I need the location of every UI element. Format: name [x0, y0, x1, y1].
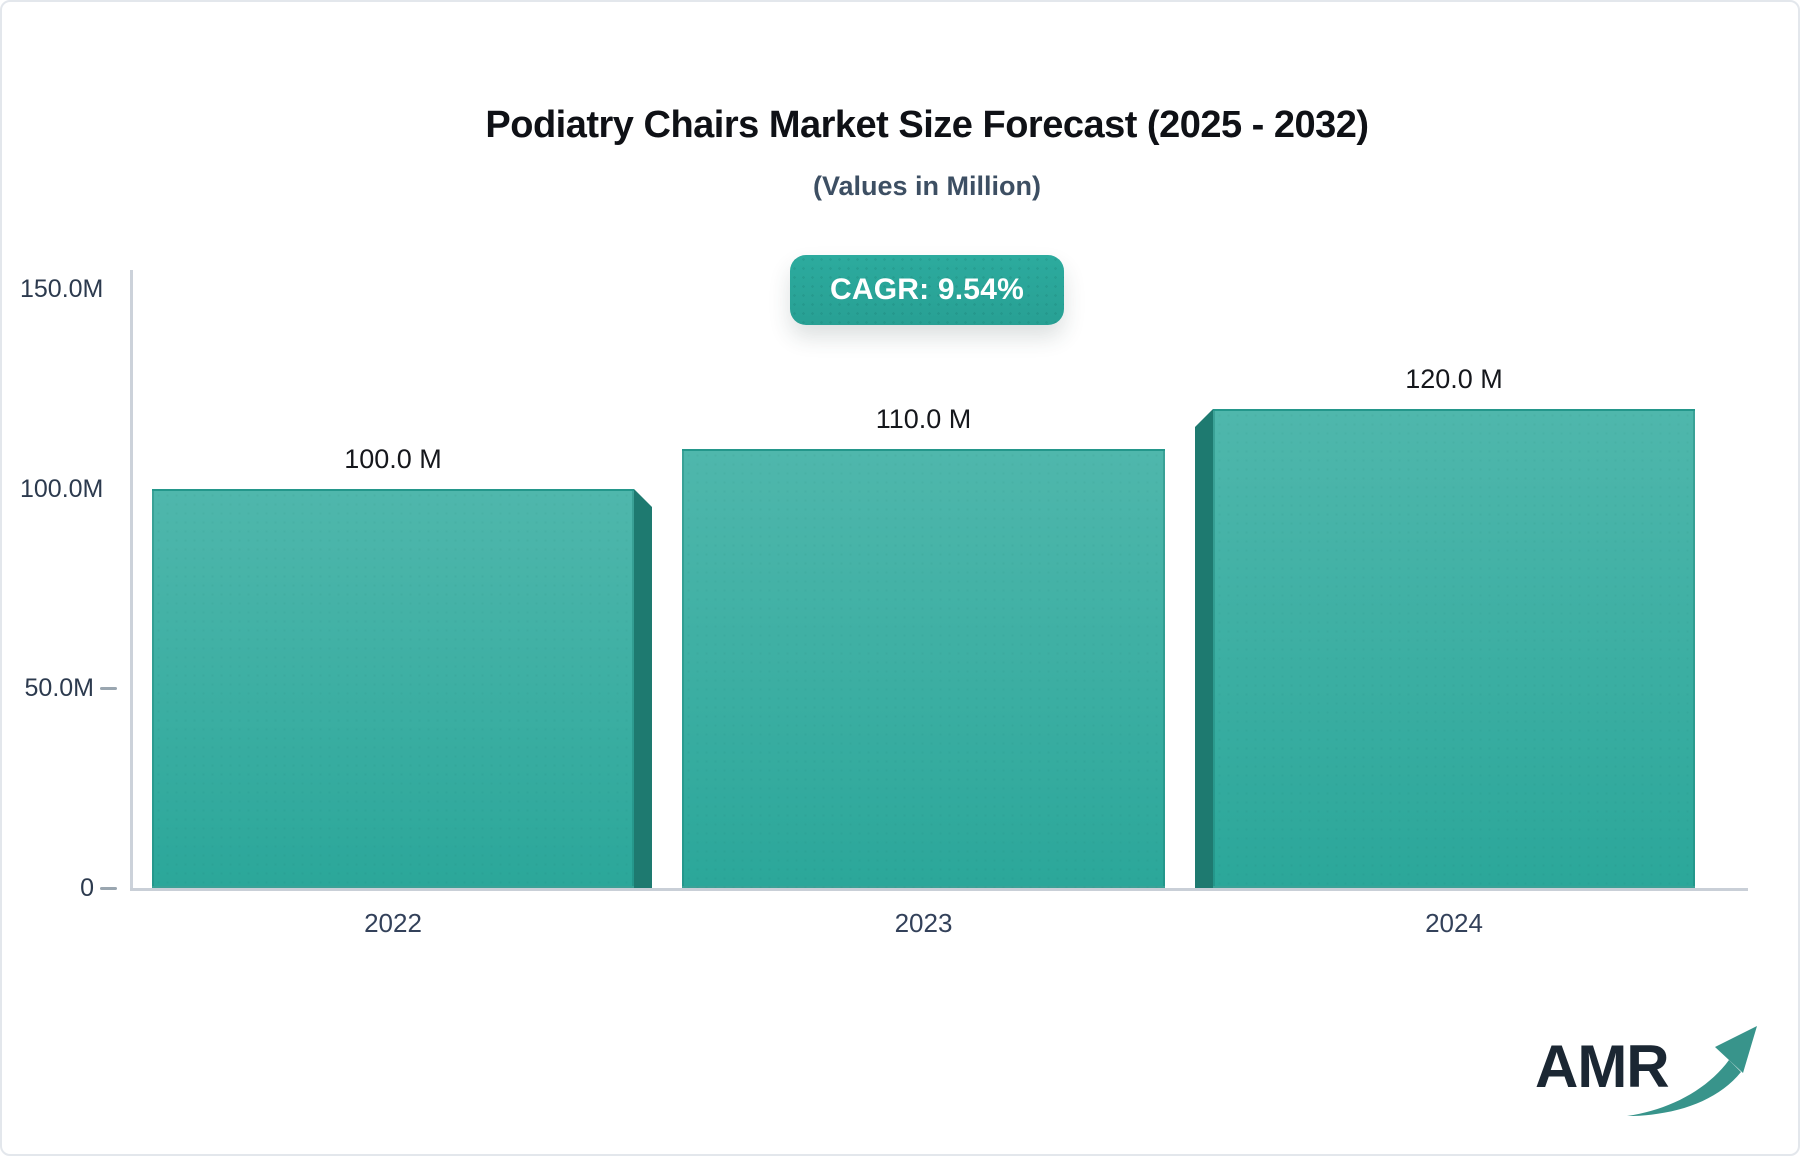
- y-axis-tick-dash: [100, 687, 117, 690]
- brand-growth-arrow-icon: [1627, 1026, 1757, 1116]
- chart-title: Podiatry Chairs Market Size Forecast (20…: [485, 104, 1369, 146]
- y-axis-tick-label: 0: [80, 874, 94, 902]
- chart-subtitle: (Values in Million): [812, 171, 1042, 201]
- bar-2023: [682, 449, 1165, 888]
- brand-logo-text: AMR: [1535, 1033, 1670, 1100]
- x-axis-line: [130, 888, 1748, 891]
- cagr-badge: CAGR: 9.54%: [790, 255, 1064, 325]
- bar-2024: [1213, 409, 1695, 888]
- y-axis-tick-label: 50.0M: [24, 674, 94, 702]
- x-axis-label: 2022: [364, 908, 422, 938]
- bar-value-label: 110.0 M: [875, 404, 972, 434]
- y-axis-tick-dash: [100, 887, 117, 890]
- bar-3d-side-face: [634, 489, 652, 888]
- bar-value-label: 100.0 M: [344, 444, 442, 474]
- y-axis-line: [130, 270, 133, 890]
- brand-logo: AMR: [1527, 1014, 1757, 1124]
- y-axis-tick-label: 100.0M: [20, 475, 104, 503]
- bar-2022: [152, 489, 634, 888]
- y-axis-tick-label: 150.0M: [20, 275, 104, 303]
- x-axis-label: 2023: [894, 908, 953, 938]
- x-axis-label: 2024: [1425, 908, 1483, 938]
- bar-3d-side-face: [1195, 409, 1213, 888]
- bar-value-label: 120.0 M: [1405, 364, 1503, 394]
